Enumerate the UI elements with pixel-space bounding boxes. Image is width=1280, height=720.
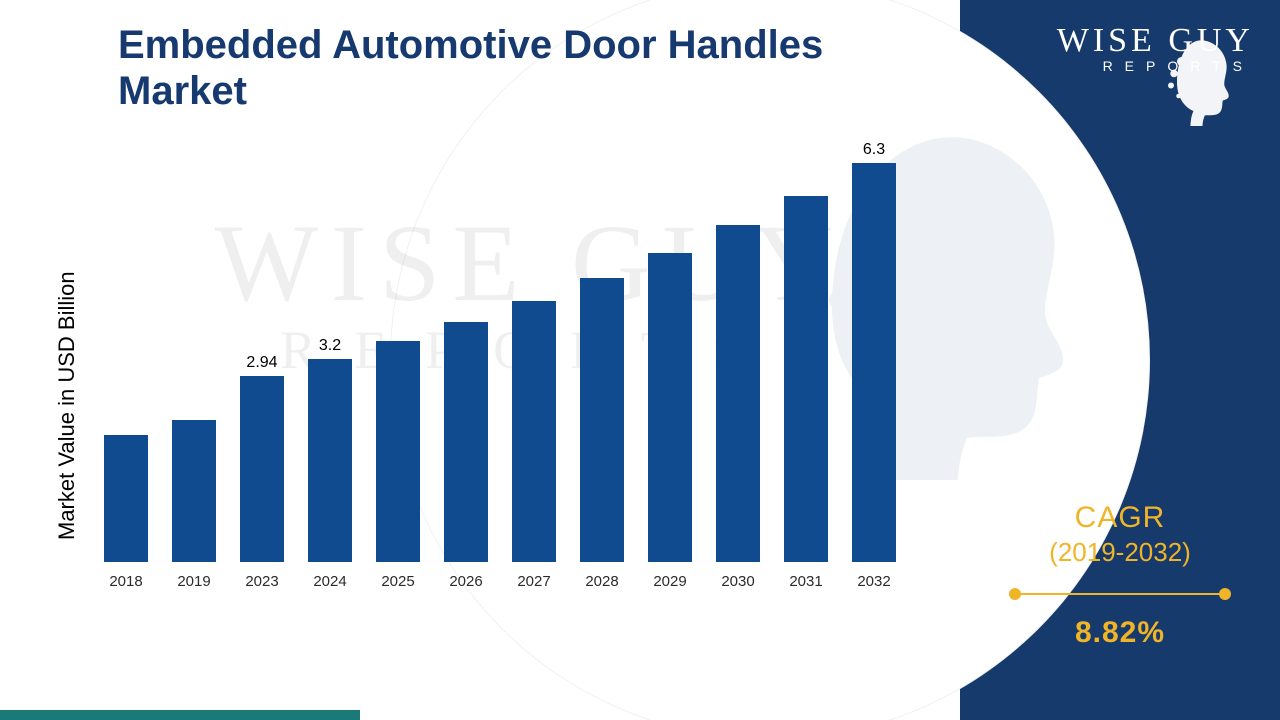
bar bbox=[308, 359, 352, 562]
bar bbox=[852, 163, 896, 562]
x-tick-label: 2024 bbox=[313, 573, 346, 590]
cagr-sep-line bbox=[1015, 593, 1225, 595]
bar bbox=[716, 225, 760, 562]
cagr-sep-dot-left bbox=[1009, 588, 1021, 600]
cagr-separator bbox=[1015, 582, 1225, 606]
bar bbox=[240, 376, 284, 562]
bar bbox=[512, 301, 556, 562]
x-tick-label: 2027 bbox=[517, 573, 550, 590]
logo: WISE GUY REPORTS bbox=[994, 22, 1254, 74]
x-tick-label: 2025 bbox=[381, 573, 414, 590]
cagr-value: 8.82% bbox=[1000, 616, 1240, 650]
chart-title: Embedded Automotive Door Handles Market bbox=[118, 22, 878, 114]
x-tick-label: 2029 bbox=[653, 573, 686, 590]
bar bbox=[444, 322, 488, 562]
x-axis-labels: 2018 2019 2023 2024 2025 2026 2027 2028 2029 2030… bbox=[98, 566, 918, 590]
bar-chart: 2.943.26.3 20182019202320242025202620272… bbox=[98, 150, 918, 590]
cagr-sep-dot-right bbox=[1219, 588, 1231, 600]
x-tick-label: 2026 bbox=[449, 573, 482, 590]
y-axis-label: Market Value in USD Billion bbox=[54, 271, 80, 540]
bottom-strip bbox=[0, 710, 360, 720]
x-tick-label: 2028 bbox=[585, 573, 618, 590]
x-tick-label: 2023 bbox=[245, 573, 278, 590]
bar-value-label: 2.94 bbox=[246, 354, 277, 372]
x-tick-label: 2019 bbox=[177, 573, 210, 590]
x-tick-label: 2031 bbox=[789, 573, 822, 590]
cagr-label: CAGR bbox=[1000, 501, 1240, 535]
bar bbox=[580, 278, 624, 562]
bar bbox=[104, 435, 148, 562]
cagr-block: CAGR (2019-2032) 8.82% bbox=[1000, 501, 1240, 650]
x-tick-label: 2018 bbox=[109, 573, 142, 590]
bar bbox=[784, 196, 828, 562]
x-tick-label: 2032 bbox=[857, 573, 890, 590]
x-tick-label: 2030 bbox=[721, 573, 754, 590]
bar bbox=[648, 253, 692, 562]
bar-value-label: 6.3 bbox=[863, 141, 885, 159]
bar bbox=[172, 420, 216, 562]
bar-value-label: 3.2 bbox=[319, 337, 341, 355]
cagr-years: (2019-2032) bbox=[1000, 537, 1240, 568]
plot-area: 2.943.26.3 bbox=[98, 150, 918, 562]
bar bbox=[376, 341, 420, 562]
logo-head-icon bbox=[1160, 36, 1236, 126]
